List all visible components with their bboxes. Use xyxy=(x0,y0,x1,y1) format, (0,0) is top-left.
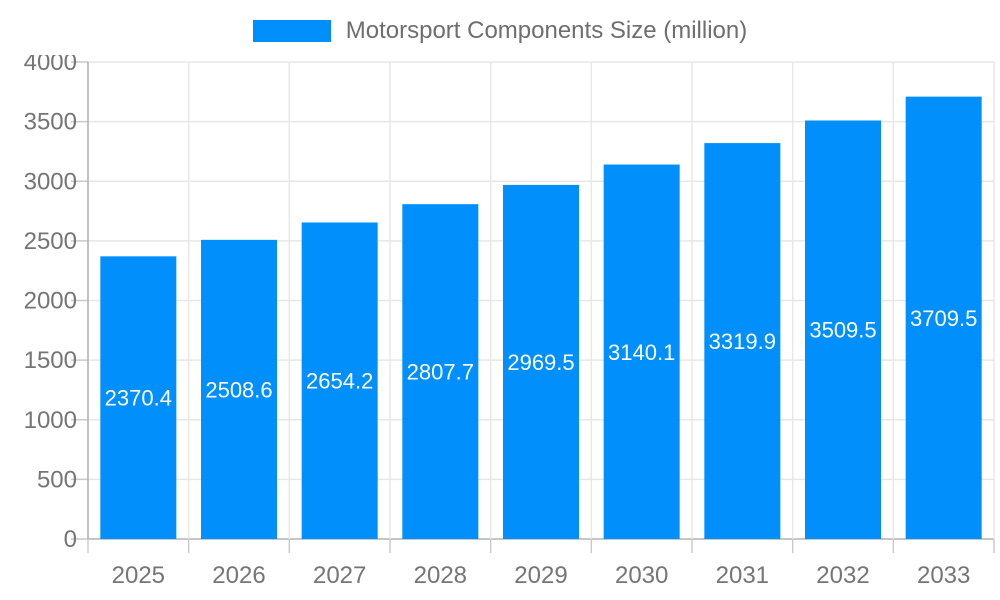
bar-value-label-2029: 2969.5 xyxy=(507,350,574,375)
x-tick-label-2027: 2027 xyxy=(313,562,366,589)
bar-value-label-2025: 2370.4 xyxy=(105,386,172,411)
bar-2028 xyxy=(402,204,479,540)
plot-area: 0 500 1000 1500 2000 2500 3000 3500 4000 2370.4 20… xyxy=(24,55,995,589)
y-tick-label-1500: 1500 xyxy=(24,347,77,374)
x-tick-label-2033: 2033 xyxy=(917,562,970,589)
x-tick-label-2032: 2032 xyxy=(816,562,869,589)
legend-swatch xyxy=(252,20,331,42)
x-tick-label-2026: 2026 xyxy=(212,562,265,589)
bar-value-label-2026: 2508.6 xyxy=(205,377,272,402)
y-tick-label-500: 500 xyxy=(37,466,77,493)
x-tick-label-2029: 2029 xyxy=(514,562,567,589)
x-tick-label-2030: 2030 xyxy=(615,562,668,589)
y-tick-label-1000: 1000 xyxy=(24,407,77,434)
bar-2025 xyxy=(100,256,177,539)
x-tick-label-2031: 2031 xyxy=(716,562,769,589)
y-tick-label-3000: 3000 xyxy=(24,168,77,195)
bar-2031 xyxy=(704,143,781,539)
y-tick-label-2000: 2000 xyxy=(24,288,77,315)
bar-value-label-2027: 2654.2 xyxy=(306,369,373,394)
bar-2027 xyxy=(301,222,378,540)
bar-2026 xyxy=(201,239,277,539)
y-tick-label-2500: 2500 xyxy=(24,228,77,255)
y-tick-label-4000: 4000 xyxy=(24,55,77,76)
bar-value-label-2031: 3319.9 xyxy=(709,329,776,354)
bar-2029 xyxy=(503,184,579,539)
bar-value-label-2030: 3140.1 xyxy=(608,340,675,365)
y-tick-label-0: 0 xyxy=(64,526,77,553)
bar-2033 xyxy=(905,96,982,539)
bar-2030 xyxy=(603,164,680,539)
legend-label: Motorsport Components Size (million) xyxy=(345,17,748,44)
bar-value-label-2032: 3509.5 xyxy=(809,318,876,343)
y-tick-label-3500: 3500 xyxy=(24,109,77,136)
bar-2032 xyxy=(805,120,881,539)
bar-value-label-2033: 3709.5 xyxy=(910,306,977,331)
x-tick-label-2028: 2028 xyxy=(414,562,467,589)
bar-value-label-2028: 2807.7 xyxy=(407,360,474,385)
legend: Motorsport Components Size (million) xyxy=(0,17,1000,44)
x-tick-label-2025: 2025 xyxy=(112,562,165,589)
